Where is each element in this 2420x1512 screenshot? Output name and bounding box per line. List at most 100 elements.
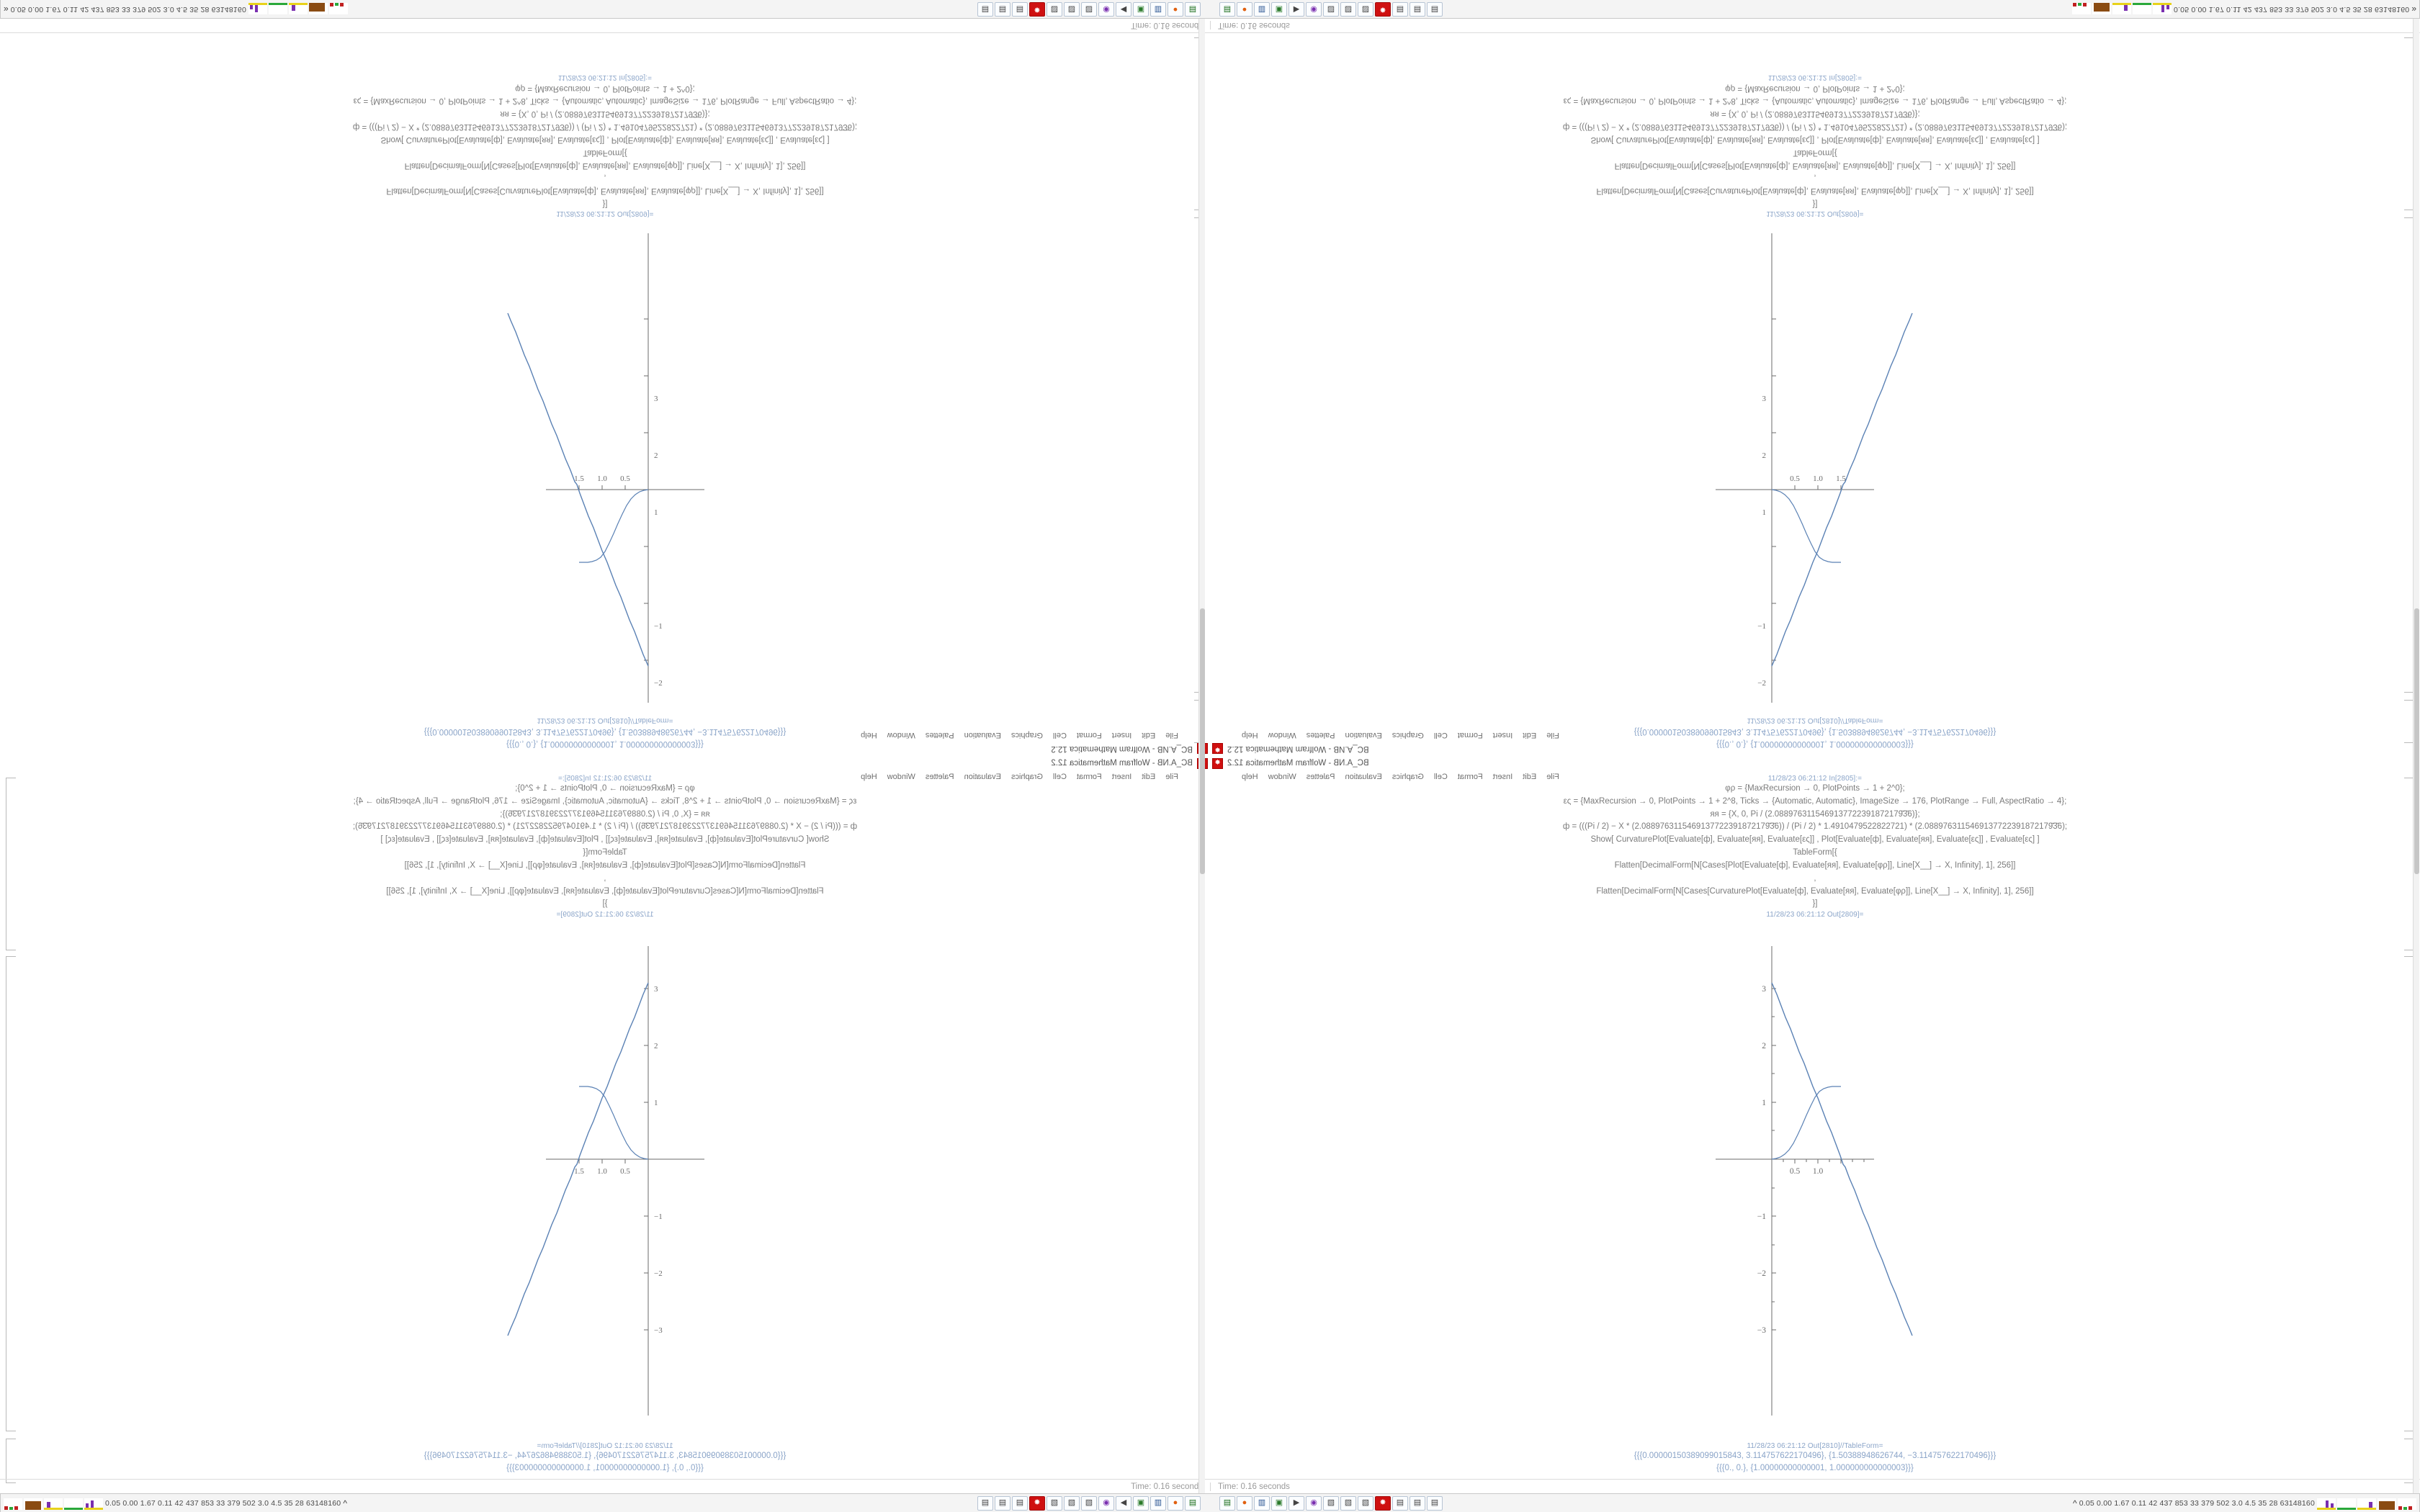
menu-item-cell-a[interactable]: Cell bbox=[1433, 731, 1448, 739]
terminal-icon-2-bl[interactable]: ▤ bbox=[995, 1495, 1010, 1511]
code-line-1-br[interactable]: ες = {MaxRecursion → 0, PlotPoints → 1 +… bbox=[1563, 796, 2067, 806]
archive-icon-mirror[interactable]: ▤ bbox=[1219, 1, 1235, 17]
menu-item-palettes-b[interactable]: Palettes bbox=[925, 731, 954, 739]
chevron-collapse-icon-right[interactable]: ^ bbox=[2073, 1498, 2077, 1508]
editor-icon-3-mirror[interactable]: ▧ bbox=[1323, 1, 1339, 17]
svg-text:1.0: 1.0 bbox=[1813, 1167, 1824, 1176]
editor-icon-br[interactable]: ▧ bbox=[1358, 1495, 1373, 1511]
terminal-icon-mirror[interactable]: ▤ bbox=[1427, 1, 1443, 17]
terminal-icon-3[interactable]: ▤ bbox=[1012, 1, 1028, 17]
code-line-2-br[interactable]: яя = {X, 0, Pi / (2.08897631154691377223… bbox=[1710, 809, 1920, 819]
code-line-8-br[interactable]: Flatten[DecimalForm[N[Cases[CurvaturePlo… bbox=[1596, 886, 2034, 896]
menu-item-help-a[interactable]: Help bbox=[1242, 731, 1258, 739]
menu-item-cell-b[interactable]: Cell bbox=[1052, 731, 1067, 739]
code-line-7-br[interactable]: , bbox=[1814, 873, 1816, 883]
editor-icon-2-mirror[interactable]: ▧ bbox=[1340, 1, 1356, 17]
code-line-3-br[interactable]: ф = (((Pi / 2) − X * (2.0889763115469137… bbox=[1562, 822, 2068, 832]
menu-item-insert-b[interactable]: Insert bbox=[1111, 731, 1132, 739]
display-settings-icon-bl[interactable]: ▣ bbox=[1133, 1495, 1149, 1511]
menu-item-evaluation-a[interactable]: Evaluation bbox=[1345, 731, 1382, 739]
mathematica-icon[interactable]: ✸ bbox=[1029, 1, 1045, 17]
save-icon-br[interactable]: ▥ bbox=[1254, 1495, 1270, 1511]
scrollbar-left-notebook[interactable] bbox=[1198, 19, 1205, 1493]
volume-icon-br[interactable]: ▶ bbox=[1289, 1495, 1304, 1511]
menu-item-window-b[interactable]: Window bbox=[887, 731, 915, 739]
menu-item-file-a[interactable]: File bbox=[1546, 731, 1559, 739]
editor-icon-bl[interactable]: ▧ bbox=[1047, 1495, 1062, 1511]
menu-item-graphics-a[interactable]: Graphics bbox=[1392, 731, 1424, 739]
editor-icon-mirror[interactable]: ▧ bbox=[1358, 1, 1373, 17]
menu-item-graphics-b[interactable]: Graphics bbox=[1010, 731, 1043, 739]
terminal-icon-2[interactable]: ▤ bbox=[995, 1, 1010, 17]
chevron-expand-icon-right[interactable]: » bbox=[2411, 4, 2416, 14]
scrollbar-thumb-left[interactable] bbox=[1200, 608, 1205, 874]
editor-icon-3[interactable]: ▧ bbox=[1081, 1, 1097, 17]
volume-icon-mirror[interactable]: ▶ bbox=[1289, 1, 1304, 17]
editor-icon-2-bl[interactable]: ▧ bbox=[1064, 1495, 1080, 1511]
terminal-icon[interactable]: ▤ bbox=[977, 1, 993, 17]
code-line-0-br[interactable]: φρ = {MaxRecursion → 0, PlotPoints → 1 +… bbox=[1725, 784, 1905, 793]
code-line-9-br[interactable]: }] bbox=[1812, 899, 1818, 909]
menu-item-palettes-a[interactable]: Palettes bbox=[1306, 731, 1335, 739]
terminal-icon-bl[interactable]: ▤ bbox=[977, 1495, 993, 1511]
archive-icon[interactable]: ▤ bbox=[1185, 1, 1201, 17]
cell-bracket-bl-3[interactable] bbox=[6, 1439, 16, 1483]
save-icon-mirror[interactable]: ▥ bbox=[1254, 1, 1270, 17]
mathematica-icon-br[interactable]: ✸ bbox=[1375, 1495, 1391, 1511]
menu-item-format-a[interactable]: Format bbox=[1457, 731, 1483, 739]
mathematica-window-icon-a[interactable]: ✸ bbox=[1212, 743, 1223, 755]
editor-icon-2[interactable]: ▧ bbox=[1064, 1, 1080, 17]
code-line-6-br[interactable]: Flatten[DecimalForm[N[Cases[Plot[Evaluat… bbox=[1614, 860, 2016, 870]
chevron-collapse-icon-left[interactable]: ^ bbox=[343, 1498, 347, 1508]
code-line-3-bl: ф = (((Pi / 2) − X * (2.0889763115469137… bbox=[352, 822, 858, 832]
mathematica-icon-mirror[interactable]: ✸ bbox=[1375, 1, 1391, 17]
display-settings-icon-mirror[interactable]: ▣ bbox=[1271, 1, 1287, 17]
scrollbar-thumb-right[interactable] bbox=[2414, 608, 2419, 874]
code-line-4-br[interactable]: Show[ CurvaturePlot[Evaluate[ф], Evaluat… bbox=[1590, 835, 2040, 845]
media-player-icon-br[interactable]: ◉ bbox=[1306, 1495, 1322, 1511]
display-settings-icon-br[interactable]: ▣ bbox=[1271, 1495, 1287, 1511]
menu-item-format-b[interactable]: Format bbox=[1076, 731, 1102, 739]
media-player-icon[interactable]: ◉ bbox=[1098, 1, 1114, 17]
menu-item-edit-b[interactable]: Edit bbox=[1142, 731, 1156, 739]
cell-bracket-bl-2[interactable] bbox=[6, 956, 16, 1431]
menu-item-file-b[interactable]: File bbox=[1165, 731, 1178, 739]
code-line-5-br[interactable]: TableForm[{ bbox=[1793, 848, 1837, 858]
terminal-icon-3-mirror[interactable]: ▤ bbox=[1392, 1, 1408, 17]
terminal-icon-3-br[interactable]: ▤ bbox=[1392, 1495, 1408, 1511]
terminal-icon-br[interactable]: ▤ bbox=[1427, 1495, 1443, 1511]
save-icon[interactable]: ▥ bbox=[1150, 1, 1166, 17]
archive-icon-br[interactable]: ▤ bbox=[1219, 1495, 1235, 1511]
editor-icon-3-br[interactable]: ▧ bbox=[1323, 1495, 1339, 1511]
menu-item-edit-a[interactable]: Edit bbox=[1523, 731, 1537, 739]
chevron-expand-icon[interactable]: » bbox=[4, 4, 9, 14]
window-title-bar-mirror-xy[interactable]: BC_A.NB - Wolfram Mathematica 12.2 ✸ ✸ B… bbox=[0, 742, 2420, 756]
volume-icon[interactable]: ◀ bbox=[1116, 1, 1131, 17]
media-player-icon-mirror[interactable]: ◉ bbox=[1306, 1, 1322, 17]
input-stamp-bl: 11/28/23 06:21:12 In[2805]:= bbox=[557, 775, 653, 783]
cell-bracket-bl-1[interactable] bbox=[6, 778, 16, 950]
firefox-icon[interactable]: ● bbox=[1168, 1, 1183, 17]
terminal-icon-2-mirror[interactable]: ▤ bbox=[1410, 1, 1425, 17]
media-player-icon-bl[interactable]: ◉ bbox=[1098, 1495, 1114, 1511]
terminal-icon-3-bl[interactable]: ▤ bbox=[1012, 1495, 1028, 1511]
firefox-icon-br[interactable]: ● bbox=[1237, 1495, 1252, 1511]
menu-item-insert-a[interactable]: Insert bbox=[1492, 731, 1513, 739]
editor-icon-3-bl[interactable]: ▧ bbox=[1081, 1495, 1097, 1511]
scrollbar-right-notebook[interactable] bbox=[2413, 19, 2419, 1493]
display-settings-icon[interactable]: ▣ bbox=[1133, 1, 1149, 17]
editor-icon[interactable]: ▧ bbox=[1047, 1, 1062, 17]
menu-item-evaluation-b[interactable]: Evaluation bbox=[964, 731, 1001, 739]
mathematica-icon-bl[interactable]: ✸ bbox=[1029, 1495, 1045, 1511]
editor-icon-2-br[interactable]: ▧ bbox=[1340, 1495, 1356, 1511]
menu-item-window-a[interactable]: Window bbox=[1268, 731, 1296, 739]
terminal-icon-2-br[interactable]: ▤ bbox=[1410, 1495, 1425, 1511]
volume-icon-bl[interactable]: ◀ bbox=[1116, 1495, 1131, 1511]
save-icon-bl[interactable]: ▥ bbox=[1150, 1495, 1166, 1511]
firefox-icon-bl[interactable]: ● bbox=[1168, 1495, 1183, 1511]
menu-item-help-b[interactable]: Help bbox=[861, 731, 877, 739]
code-line-0-tr: φρ = {MaxRecursion → 0, PlotPoints → 1 +… bbox=[1725, 84, 1905, 93]
archive-icon-bl[interactable]: ▤ bbox=[1185, 1495, 1201, 1511]
table-stamp-br: 11/28/23 06:21:12 Out[2810]//TableForm= bbox=[1747, 1442, 1883, 1450]
firefox-icon-mirror[interactable]: ● bbox=[1237, 1, 1252, 17]
